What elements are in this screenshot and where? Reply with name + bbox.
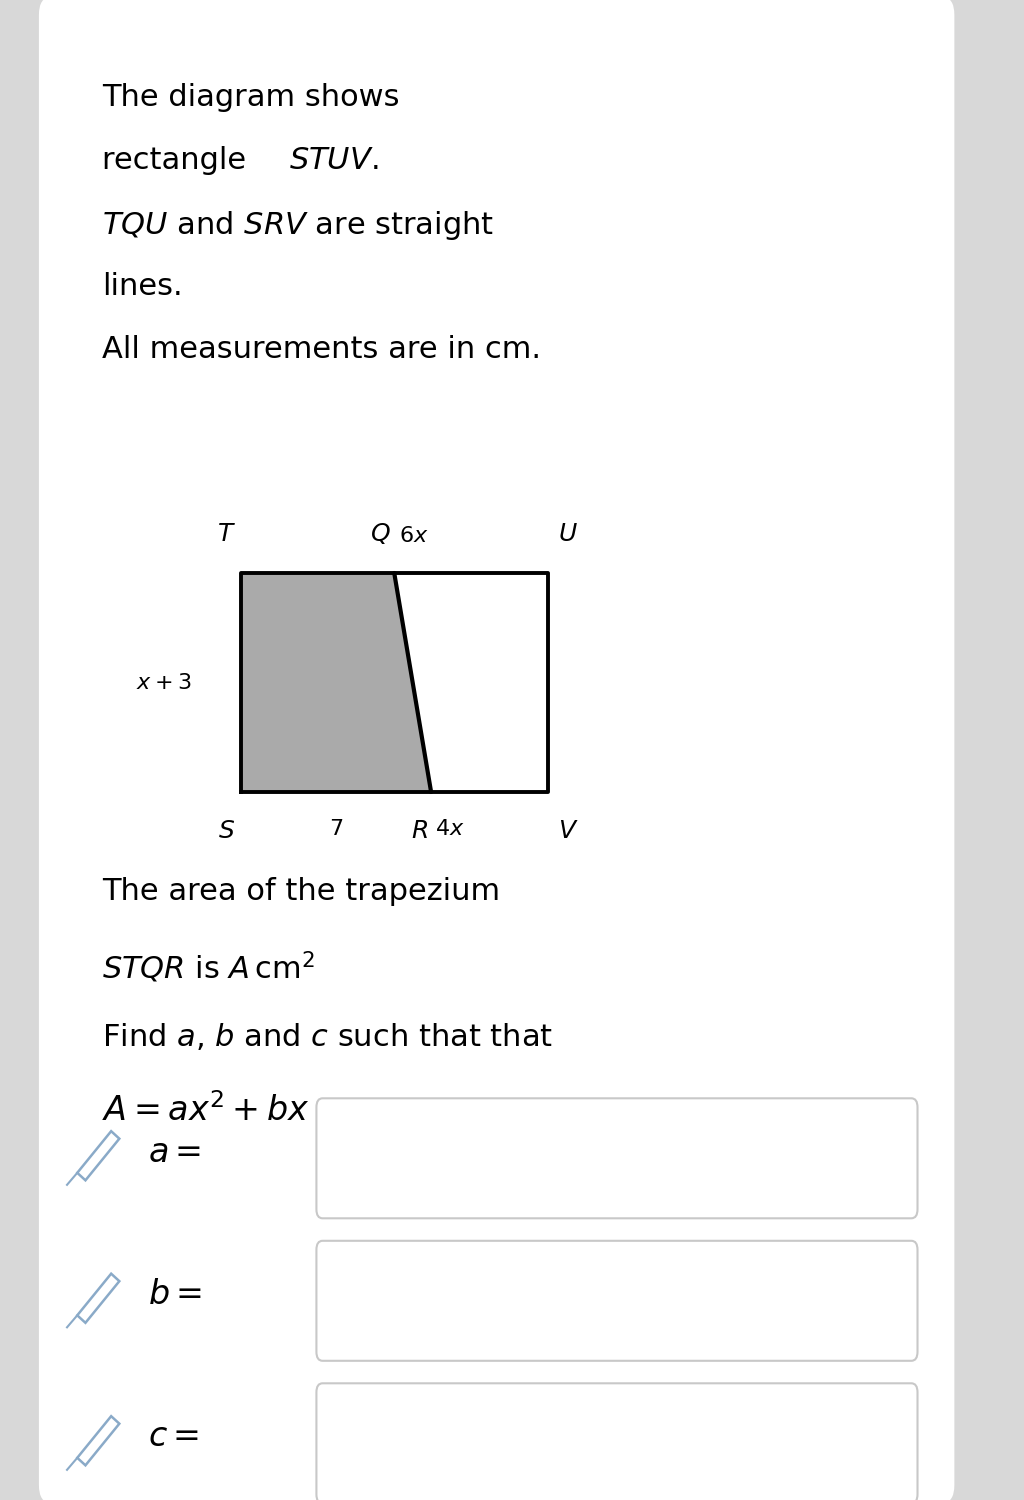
Text: All measurements are in cm.: All measurements are in cm. — [102, 334, 542, 363]
Text: The area of the trapezium: The area of the trapezium — [102, 878, 501, 906]
Text: The diagram shows: The diagram shows — [102, 82, 400, 111]
FancyBboxPatch shape — [316, 1383, 918, 1500]
Text: $\mathit{a} =$: $\mathit{a} =$ — [148, 1136, 202, 1168]
Text: $6x$: $6x$ — [399, 526, 429, 546]
Text: $A = ax^2 + bx + c$: $A = ax^2 + bx + c$ — [102, 1094, 369, 1128]
Text: $\mathit{STUV}$.: $\mathit{STUV}$. — [289, 146, 378, 174]
Text: $\mathit{c} =$: $\mathit{c} =$ — [148, 1420, 200, 1454]
Text: $\mathit{U}$: $\mathit{U}$ — [558, 522, 578, 546]
Text: Find $a$, $b$ and $c$ such that that: Find $a$, $b$ and $c$ such that that — [102, 1022, 553, 1053]
FancyBboxPatch shape — [39, 0, 954, 1500]
Text: $\mathit{TQU}$ and $\mathit{SRV}$ are straight: $\mathit{TQU}$ and $\mathit{SRV}$ are st… — [102, 209, 495, 242]
Text: $\mathit{Q}$: $\mathit{Q}$ — [371, 520, 391, 546]
Text: $\mathit{STQR}$ is $A\,\mathrm{cm}^2$: $\mathit{STQR}$ is $A\,\mathrm{cm}^2$ — [102, 950, 315, 986]
Text: $\mathit{R}$: $\mathit{R}$ — [411, 819, 428, 843]
Text: $x + 3$: $x + 3$ — [136, 672, 191, 693]
Text: $\mathit{b} =$: $\mathit{b} =$ — [148, 1278, 203, 1311]
Text: lines.: lines. — [102, 272, 183, 300]
Polygon shape — [394, 573, 548, 792]
Text: $4x$: $4x$ — [435, 819, 465, 839]
Text: $\mathit{V}$: $\mathit{V}$ — [558, 819, 579, 843]
FancyBboxPatch shape — [316, 1240, 918, 1360]
Text: $\mathit{T}$: $\mathit{T}$ — [217, 522, 236, 546]
FancyBboxPatch shape — [316, 1098, 918, 1218]
Text: $\mathit{S}$: $\mathit{S}$ — [218, 819, 236, 843]
Text: $7$: $7$ — [329, 819, 343, 839]
Polygon shape — [241, 573, 431, 792]
Text: rectangle: rectangle — [102, 146, 256, 174]
